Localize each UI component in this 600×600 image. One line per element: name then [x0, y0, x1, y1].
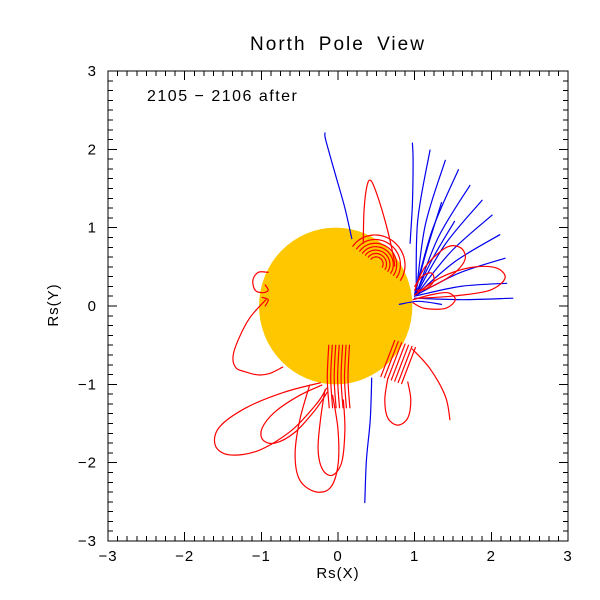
open-field-line: [414, 297, 514, 301]
closed-field-line-arc: [358, 242, 398, 277]
open-field-line: [409, 142, 414, 244]
annotation-text: 2105 − 2106 after: [147, 88, 299, 105]
closed-field-line: [294, 384, 340, 493]
closed-field-line: [343, 344, 347, 409]
y-tick-label: 3: [88, 63, 97, 80]
closed-field-line: [390, 343, 406, 381]
y-tick-label: −3: [78, 533, 97, 550]
closed-field-line: [394, 344, 410, 382]
open-field-line: [415, 159, 446, 295]
closed-field-line: [387, 342, 403, 380]
y-tick-label: 2: [88, 141, 97, 158]
y-tick-label: −2: [78, 455, 97, 472]
closed-field-line: [401, 346, 416, 385]
x-tick-label: 3: [563, 548, 572, 565]
closed-field-line-arc: [355, 238, 402, 279]
plot-title: North Pole View: [250, 34, 426, 55]
closed-field-line: [336, 344, 341, 409]
y-axis-label: Rs(Y): [45, 283, 62, 327]
closed-field-line: [260, 384, 328, 445]
x-axis-label: Rs(X): [316, 565, 360, 582]
closed-field-line: [261, 296, 269, 307]
x-tick-label: −3: [98, 548, 117, 565]
open-field-line: [364, 377, 373, 504]
closed-field-line-arc: [364, 249, 391, 273]
solar-disk: [259, 227, 413, 385]
closed-field-line-arc: [367, 252, 388, 271]
closed-field-line: [330, 344, 334, 409]
closed-field-line: [252, 271, 269, 294]
x-tick-label: −1: [252, 548, 271, 565]
closed-field-line: [380, 339, 396, 378]
open-field-line: [415, 282, 508, 297]
closed-field-line: [213, 382, 328, 456]
x-tick-label: 1: [410, 548, 419, 565]
open-field-line: [324, 132, 353, 240]
x-tick-label: 0: [333, 548, 342, 565]
closed-field-line: [326, 344, 330, 409]
y-tick-label: −1: [78, 376, 97, 393]
open-field-line: [415, 184, 471, 295]
closed-field-line: [232, 299, 284, 376]
closed-field-line: [414, 265, 506, 299]
closed-field-line: [412, 291, 456, 310]
x-tick-label: −2: [175, 548, 194, 565]
closed-field-line: [384, 377, 412, 426]
closed-field-line: [414, 272, 435, 291]
y-tick-label: 0: [88, 298, 97, 315]
open-field-line: [415, 149, 431, 293]
closed-field-line: [411, 348, 451, 421]
open-field-line: [415, 199, 483, 295]
closed-field-line-arc: [352, 234, 406, 282]
open-field-line: [414, 202, 443, 296]
open-field-line: [415, 257, 506, 296]
closed-field-line: [340, 344, 344, 409]
open-field-line: [414, 220, 456, 298]
closed-field-line-arc: [361, 246, 394, 275]
x-tick-label: 2: [487, 548, 496, 565]
closed-field-line: [333, 344, 337, 409]
closed-field-line: [414, 245, 467, 293]
closed-field-line-arc: [370, 256, 384, 268]
closed-field-line: [347, 344, 351, 409]
y-tick-label: 1: [88, 220, 97, 237]
open-field-line: [415, 214, 493, 296]
open-field-line: [398, 300, 443, 305]
closed-field-line: [397, 345, 413, 383]
closed-field-line: [317, 389, 346, 477]
closed-field-line: [383, 341, 399, 379]
